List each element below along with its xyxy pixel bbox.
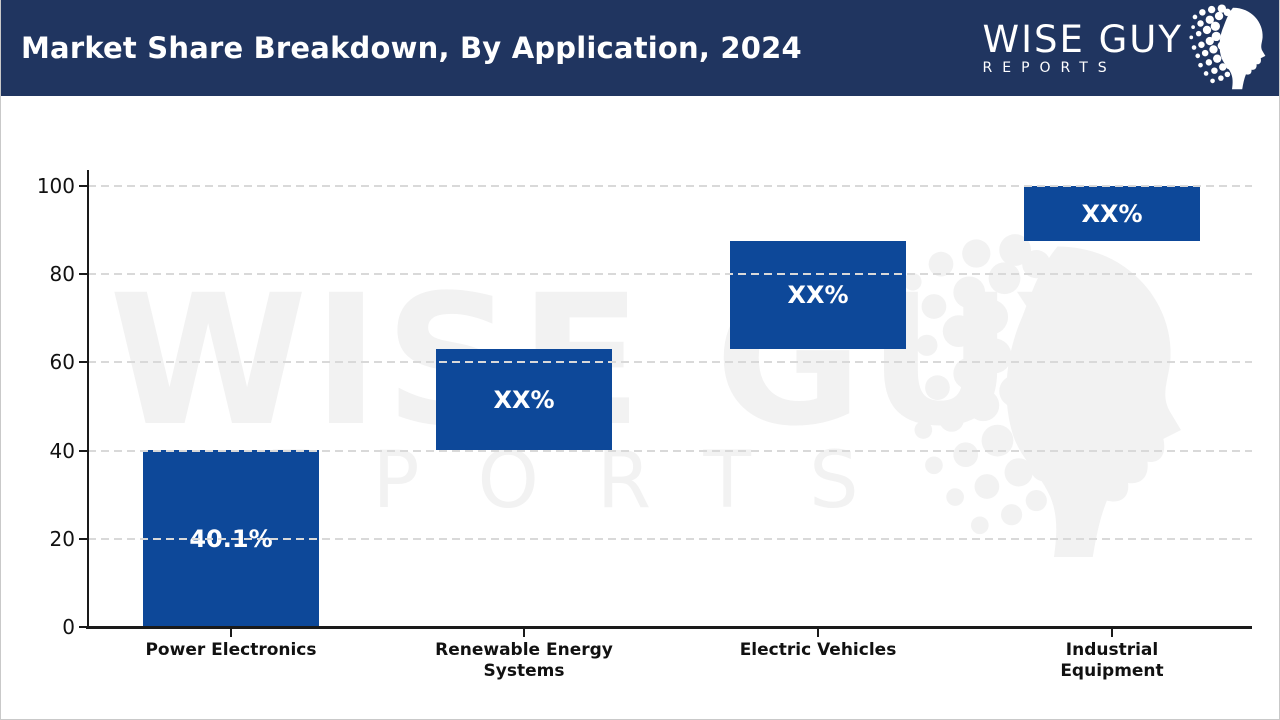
y-axis-tick-label: 40 [49,438,75,463]
gridline [88,273,1252,276]
x-axis-category-label: Power Electronics [145,640,317,660]
x-axis-tick-mark [523,629,525,637]
header: Market Share Breakdown, By Application, … [1,0,1279,96]
watermark-face-icon [881,232,1181,572]
y-axis-tick-mark [79,626,87,628]
brand-logo: WISE GUY REPORTS [983,4,1267,92]
y-axis-tick-label: 100 [36,174,75,198]
y-axis-tick-mark [79,449,87,452]
bar-value-label: XX% [493,385,555,414]
brand-logo-text: WISE GUY REPORTS [983,21,1183,75]
y-axis-tick-mark [79,185,87,187]
x-axis-category-label: Renewable Energy Systems [435,640,613,681]
x-axis-tick-mark [817,629,819,637]
y-axis-tick-label: 60 [49,350,75,375]
y-axis-tick-label: 20 [49,526,75,551]
y-axis-tick-mark [79,537,87,540]
bar-segment: XX% [436,349,612,451]
x-axis-line [86,626,1252,629]
gridline [88,185,1252,187]
y-axis-tick-mark [79,273,87,276]
bar-segment: XX% [1024,186,1200,242]
logo-subtitle: REPORTS [982,60,1117,76]
gridline [88,537,1252,540]
logo-face-icon [1185,4,1267,92]
face-profile [1219,7,1266,90]
bar-segment: XX% [730,241,906,350]
gridline [88,449,1252,452]
y-axis-tick-label: 0 [62,615,75,639]
bar-value-label: XX% [787,281,849,310]
x-axis-category-label: Electric Vehicles [739,640,897,660]
gridline [88,361,1252,364]
x-axis-tick-mark [1111,629,1113,637]
bar-value-label: XX% [1081,199,1143,228]
logo-wordmark: WISE GUY [982,18,1183,61]
y-axis-line [87,170,89,629]
y-axis-tick-mark [79,361,87,364]
page-title: Market Share Breakdown, By Application, … [21,31,802,65]
x-axis-tick-mark [230,629,232,637]
x-axis-category-label: Industrial Equipment [1060,640,1164,681]
y-axis-tick-label: 80 [49,262,75,287]
